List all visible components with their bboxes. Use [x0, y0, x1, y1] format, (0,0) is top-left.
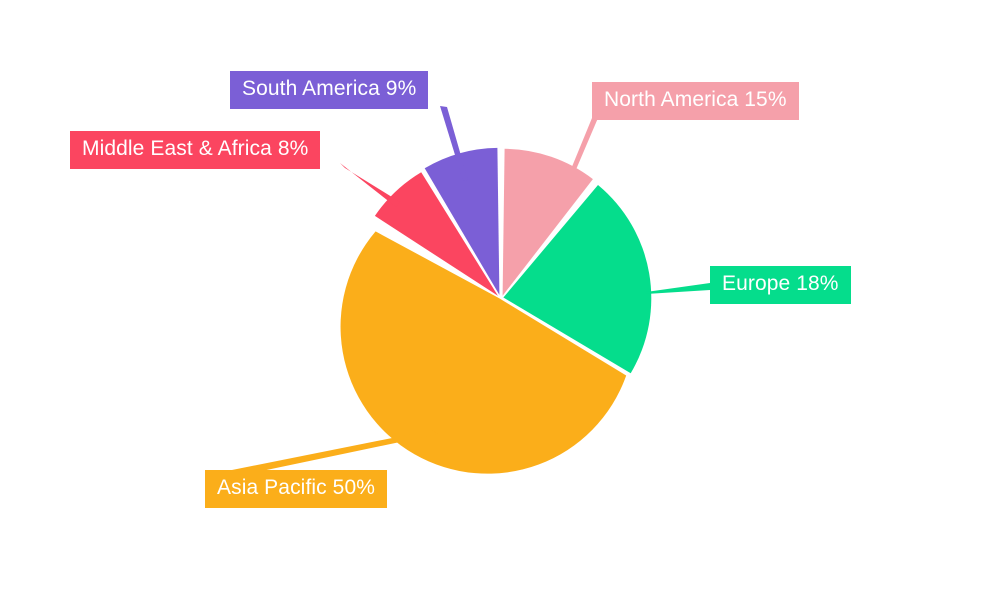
leader-line-north-america	[562, 118, 598, 193]
pie-leader-lines	[217, 106, 710, 480]
pie-label-south-america[interactable]: South America 9%	[230, 71, 429, 109]
pie-slice-middle-east-africa[interactable]	[374, 172, 498, 296]
pie-label-asia-pacific[interactable]: Asia Pacific 50%	[205, 470, 388, 508]
pie-label-middle-east-africa[interactable]: Middle East & Africa 8%	[70, 131, 321, 169]
pie-slice-asia-pacific[interactable]	[340, 231, 627, 474]
leader-line-middle-east-africa	[340, 163, 400, 207]
pie-label-middle-east-africa-text: Middle East & Africa 8%	[82, 137, 309, 160]
pie-label-north-america-text: North America 15%	[604, 88, 787, 111]
leader-line-europe	[646, 283, 710, 294]
pie-label-north-america[interactable]: North America 15%	[592, 82, 799, 120]
pie-slices	[340, 147, 652, 474]
pie-label-europe-text: Europe 18%	[722, 272, 839, 295]
leader-line-asia-pacific	[217, 430, 438, 480]
leader-line-south-america	[440, 106, 468, 181]
pie-label-europe[interactable]: Europe 18%	[710, 266, 851, 304]
pie-label-south-america-text: South America 9%	[242, 77, 417, 100]
pie-label-asia-pacific-text: Asia Pacific 50%	[217, 476, 376, 499]
pie-slice-north-america[interactable]	[502, 148, 593, 296]
pie-slice-south-america[interactable]	[424, 147, 500, 295]
pie-slice-europe[interactable]	[503, 185, 652, 374]
